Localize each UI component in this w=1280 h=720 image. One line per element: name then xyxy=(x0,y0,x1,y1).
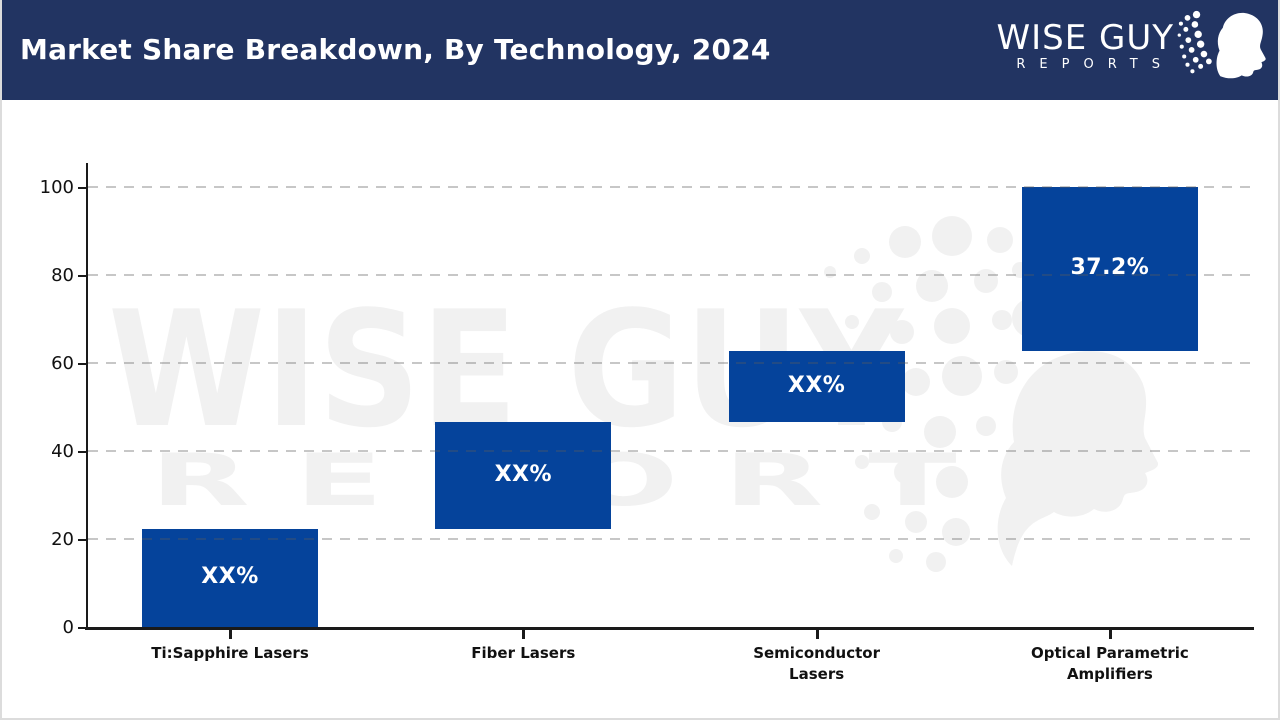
gridline-80 xyxy=(88,274,1253,276)
bar-value-label: XX% xyxy=(201,563,259,589)
x-category-label: Ti:Sapphire Lasers xyxy=(151,644,309,662)
y-axis-line xyxy=(86,163,88,630)
watermark-face-silhouette xyxy=(997,351,1159,566)
x-tick-0 xyxy=(229,630,232,639)
x-category-label: Semiconductor Lasers xyxy=(753,644,880,683)
brand-subtext: REPORTS xyxy=(1016,56,1174,72)
gridline-40 xyxy=(88,450,1253,452)
y-tick-label-60: 60 xyxy=(51,353,74,374)
bar-value-label: XX% xyxy=(787,372,846,398)
y-tick-label-80: 80 xyxy=(51,265,74,286)
x-category-label: Fiber Lasers xyxy=(471,644,576,662)
brand-wordmark: WISE GUY xyxy=(996,17,1174,58)
x-tick-3 xyxy=(1108,630,1112,639)
y-tick-label-40: 40 xyxy=(51,441,74,462)
bar-value-label: 37.2% xyxy=(1070,254,1150,280)
gridline-20 xyxy=(88,538,1253,540)
y-tick-20 xyxy=(78,539,86,541)
x-axis-line xyxy=(85,627,1254,630)
brand-logo: WISE GUY REPORTS xyxy=(996,8,1268,82)
y-tick-label-100: 100 xyxy=(39,177,74,198)
x-category-label: Optical Parametric Amplifiers xyxy=(1030,644,1189,683)
bar-segment xyxy=(435,422,612,529)
brand-logo-text: WISE GUY REPORTS xyxy=(996,19,1174,72)
bar-segment xyxy=(728,350,905,423)
y-tick-100 xyxy=(78,187,86,189)
gridline-60 xyxy=(88,362,1253,364)
y-tick-0 xyxy=(78,627,86,629)
brand-face-icon xyxy=(1177,10,1266,79)
y-tick-label-20: 20 xyxy=(51,529,74,550)
chart-title: Market Share Breakdown, By Technology, 2… xyxy=(20,33,771,66)
x-tick-2 xyxy=(815,630,819,639)
y-tick-40 xyxy=(78,451,86,453)
bar-value-label: XX% xyxy=(494,461,553,487)
header: Market Share Breakdown, By Technology, 2… xyxy=(0,0,1280,100)
gridline-100 xyxy=(88,186,1253,188)
bar-segment xyxy=(142,528,318,627)
x-tick-1 xyxy=(522,630,526,639)
y-tick-60 xyxy=(78,363,86,365)
y-tick-label-0: 0 xyxy=(62,617,74,638)
y-tick-80 xyxy=(78,275,86,277)
